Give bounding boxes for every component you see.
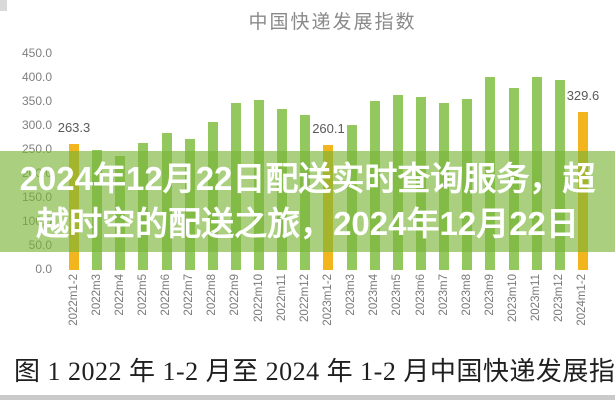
y-tick-label: 450.0 [21,46,52,60]
bottom-divider [0,395,615,400]
data-label: 263.3 [57,119,91,135]
x-tick-label: 2023m4 [368,274,381,316]
x-tick-label: 2022m10 [252,274,265,322]
x-tick-label: 2022m11 [275,274,288,322]
x-tick-label: 2022m3 [90,274,103,316]
x-tick-label: 2022m1-2 [67,274,80,326]
x-tick-label: 2022m12 [298,274,311,322]
chart-title: 中国快递发展指数 [248,12,417,33]
x-tick-label: 2023m3 [345,274,358,316]
overlay-text-line2: 越时空的配送之旅，2024年12月22日 [36,205,579,242]
x-tick-label: 2024m1-2 [576,274,589,326]
promo-overlay-band: 2024年12月22日配送实时查询服务，超 越时空的配送之旅，2024年12月2… [0,151,615,252]
y-tick-label: 0.0 [35,262,52,276]
express-index-bar-chart: 中国快递发展指数 450.0400.0350.0300.0250.0200.01… [0,12,615,326]
x-tick-label: 2023m12 [553,274,566,322]
figure-caption: 图 1 2022 年 1-2 月至 2024 年 1-2 月中国快递发展指数 [14,357,615,386]
x-tick-label: 2022m4 [113,274,126,316]
y-tick-label: 350.0 [21,94,52,108]
x-tick-label: 2023m7 [437,274,450,316]
x-tick-label: 2022m9 [229,274,242,316]
x-tick-label: 2023m9 [483,274,496,316]
data-label: 329.6 [566,87,600,103]
x-tick-label: 2023m1-2 [321,274,334,326]
x-tick-label: 2023m8 [460,274,473,316]
x-tick-label: 2023m5 [391,274,404,316]
x-tick-label: 2022m6 [160,274,173,316]
x-tick-label: 2022m8 [206,274,219,316]
corner-artifact [0,0,7,11]
x-tick-label: 2023m11 [530,274,543,322]
x-tick-label: 2023m6 [414,274,427,316]
data-label: 260.1 [312,121,345,137]
y-tick-label: 400.0 [21,70,52,84]
overlay-text-line1: 2024年12月22日配送实时查询服务，超 [19,160,596,197]
y-tick-label: 300.0 [21,118,52,132]
x-tick-label: 2022m5 [136,274,149,316]
x-tick-label: 2022m7 [183,274,196,316]
x-tick-label: 2023m10 [507,274,520,322]
